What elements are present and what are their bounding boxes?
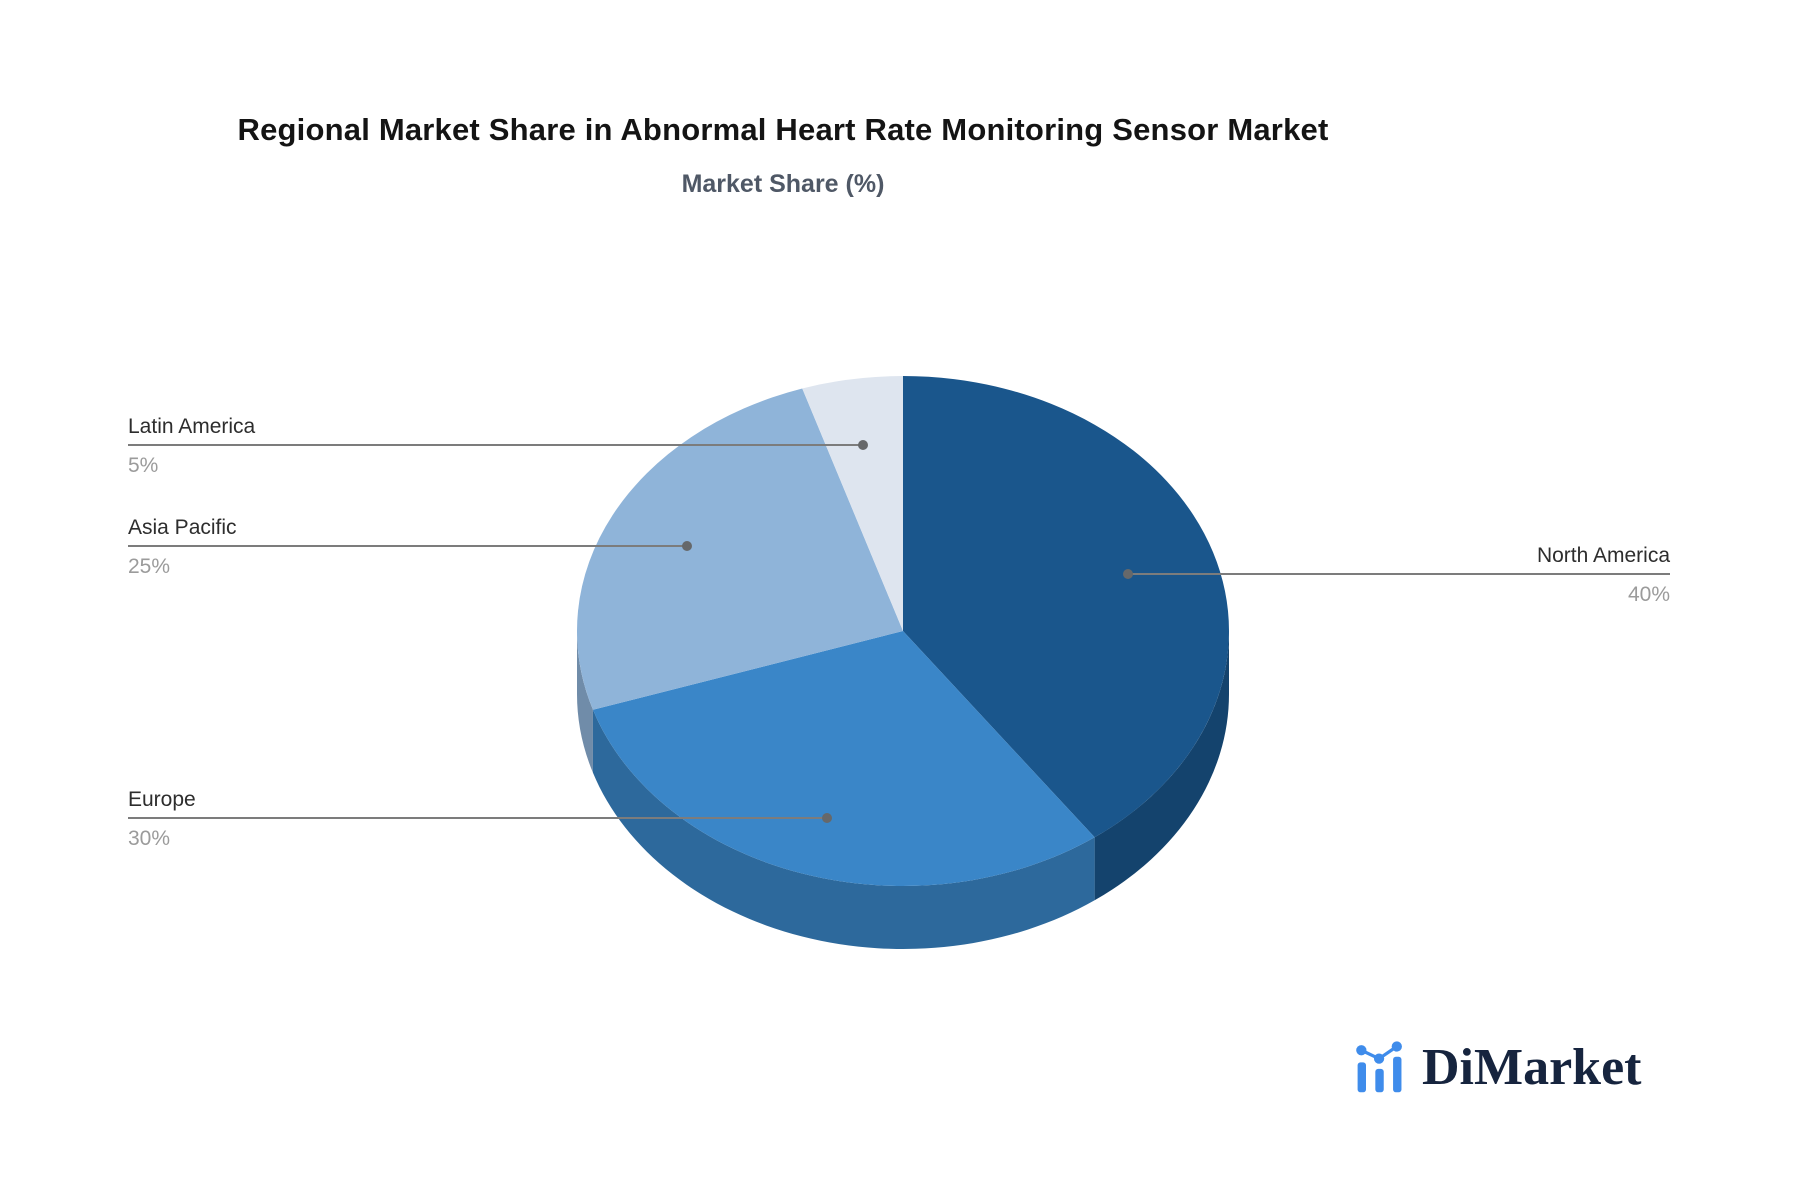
callout-value: 30% [128,827,171,850]
callout-label: Latin America [128,415,256,438]
callout-asia-pacific: Asia Pacific 25% [128,515,648,580]
pie-slice-side-north-america [1094,631,1229,901]
leader-dot-north-america [1123,569,1133,579]
callout-latin-america: Latin America 5% [128,414,648,479]
pie-slice-north-america[interactable] [903,376,1230,838]
callout-label: North America [1536,544,1670,567]
callout-value: 5% [128,454,159,477]
pie-slice-latin-america[interactable] [802,376,903,631]
pie-slice-side-europe [592,709,1095,949]
callout-value: 25% [128,555,171,578]
callout-north-america: North America 40% [1150,543,1670,608]
pie-slice-side-asia-pacific [577,631,593,773]
bar-line-chart-icon [1356,1040,1402,1092]
leader-dot-asia-pacific [682,541,692,551]
pie-slice-asia-pacific[interactable] [577,388,903,710]
callout-label: Europe [128,788,196,811]
chart-subtitle: Market Share (%) [681,170,885,198]
leader-dot-europe [822,813,832,823]
chart-title: Regional Market Share in Abnormal Heart … [237,112,1329,147]
logo-text: DiMarket [1422,1039,1642,1096]
title-block: Regional Market Share in Abnormal Heart … [0,112,1566,199]
pie-slice-europe[interactable] [592,631,1095,886]
callout-value: 40% [1627,583,1670,606]
callout-label: Asia Pacific [128,516,237,539]
callout-europe: Europe 30% [128,787,648,852]
dimarket-logo: DiMarket [1352,1038,1641,1097]
leader-dot-latin-america [858,440,868,450]
